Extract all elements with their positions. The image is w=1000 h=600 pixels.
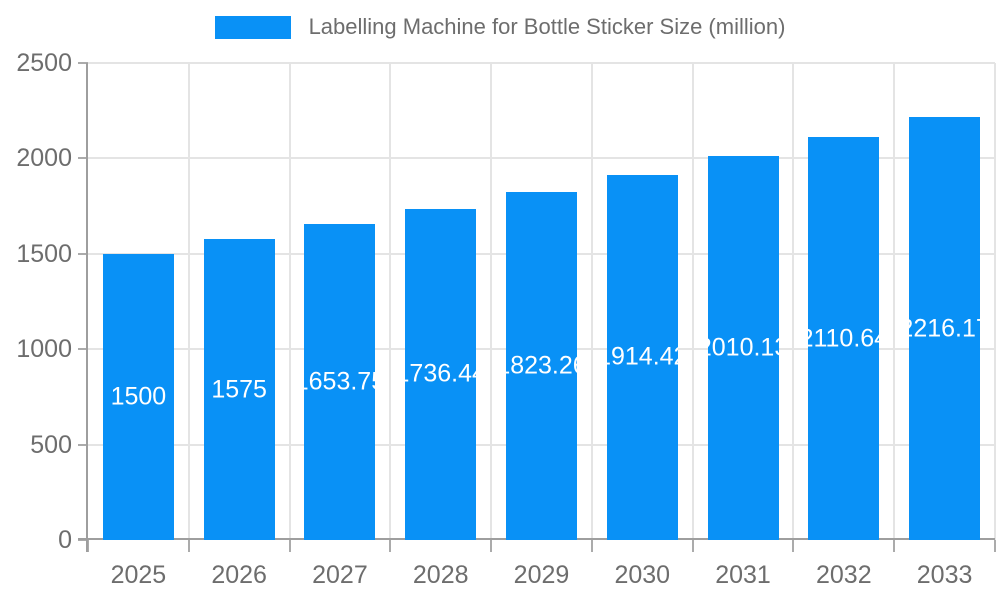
bar[interactable]: 1736.44 — [405, 208, 477, 540]
y-tick-label: 2000 — [16, 144, 72, 173]
legend-swatch — [214, 15, 291, 39]
gridline-vertical — [893, 63, 896, 540]
bar-value-label: 1823.26 — [506, 351, 577, 380]
gridline-vertical — [590, 63, 593, 540]
y-axis-line — [86, 63, 88, 552]
y-tick-label: 500 — [30, 430, 72, 459]
bar[interactable]: 1914.42 — [606, 174, 678, 540]
legend-label: Labelling Machine for Bottle Sticker Siz… — [308, 14, 786, 39]
x-axis-tick — [893, 540, 896, 552]
x-tick-label: 2032 — [816, 561, 872, 589]
x-axis-tick — [792, 540, 795, 552]
x-tick-label: 2027 — [312, 561, 368, 589]
bar-value-label: 1736.44 — [405, 359, 476, 388]
bar[interactable]: 2110.64 — [808, 137, 880, 540]
x-axis-tick — [187, 540, 190, 552]
bar-value-label: 1500 — [110, 382, 167, 411]
x-tick-label: 2033 — [916, 561, 973, 589]
bar-value-label: 1914.42 — [607, 342, 678, 371]
y-axis-tick — [78, 252, 88, 255]
y-axis-tick — [78, 443, 88, 446]
legend[interactable]: Labelling Machine for Bottle Sticker Siz… — [0, 14, 1000, 40]
bar[interactable]: 1500 — [102, 253, 174, 540]
x-tick-label: 2030 — [614, 561, 671, 589]
x-axis-tick — [87, 540, 89, 552]
bar[interactable]: 1653.75 — [304, 224, 376, 540]
y-tick-label: 1500 — [16, 239, 72, 268]
y-tick-label: 0 — [58, 526, 72, 554]
bar-value-label: 2010.13 — [708, 333, 779, 362]
gridline-horizontal — [88, 157, 995, 160]
bar-value-label: 1653.75 — [304, 367, 375, 396]
x-axis-tick — [691, 540, 694, 552]
x-axis-tick — [590, 540, 593, 552]
gridline-vertical — [994, 63, 996, 540]
bar[interactable]: 1575 — [203, 239, 275, 540]
x-axis-tick — [490, 540, 493, 552]
gridline-vertical — [490, 63, 493, 540]
bar-value-label: 2110.64 — [808, 324, 879, 353]
x-tick-label: 2026 — [211, 561, 267, 589]
gridline-vertical — [389, 63, 392, 540]
x-axis-tick — [994, 540, 996, 552]
y-axis-tick — [78, 539, 88, 541]
gridline-vertical — [792, 63, 795, 540]
x-tick-label: 2025 — [110, 561, 167, 589]
gridline-vertical — [691, 63, 694, 540]
gridline-vertical — [288, 63, 291, 540]
x-tick-label: 2031 — [715, 561, 771, 589]
gridline-vertical — [187, 63, 190, 540]
y-axis-tick — [78, 348, 88, 351]
y-tick-label: 1000 — [16, 335, 72, 364]
bar[interactable]: 1823.26 — [506, 192, 577, 540]
bar[interactable]: 2010.13 — [707, 156, 779, 540]
x-axis-tick — [389, 540, 392, 552]
gridline-horizontal — [88, 62, 995, 64]
x-tick-label: 2028 — [412, 561, 469, 589]
x-axis-tick — [288, 540, 291, 552]
y-axis-tick — [78, 157, 88, 160]
y-tick-label: 2500 — [16, 49, 72, 77]
x-tick-label: 2029 — [513, 561, 570, 589]
bar-value-label: 1575 — [211, 375, 267, 404]
y-axis-tick — [78, 62, 88, 64]
